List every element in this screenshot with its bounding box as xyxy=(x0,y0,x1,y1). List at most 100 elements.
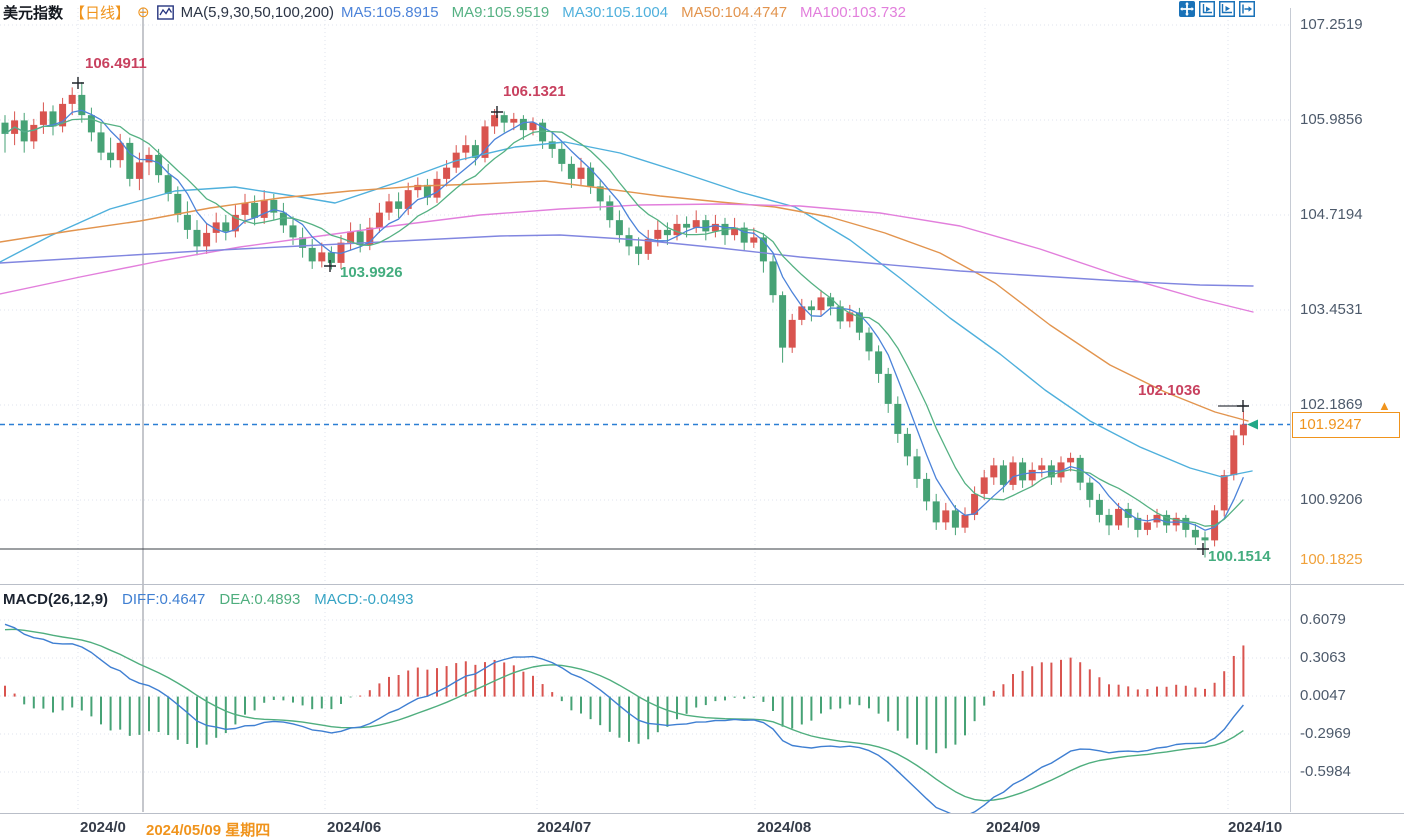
candle-body xyxy=(1009,462,1017,485)
candle-body xyxy=(1095,499,1103,515)
candle-body xyxy=(366,227,374,245)
candle-body xyxy=(663,229,671,236)
period-label[interactable]: 【日线】 xyxy=(70,5,131,22)
candle-body xyxy=(30,124,38,142)
price-axis[interactable]: 107.2519 105.9856 104.7194 103.4531 102.1869… xyxy=(1291,0,1404,812)
candle-body xyxy=(1201,537,1209,541)
candle-body xyxy=(759,237,767,262)
macd-layer xyxy=(4,623,1245,817)
candle-body xyxy=(606,201,614,221)
candle-body xyxy=(942,510,950,523)
candle-body xyxy=(971,493,979,515)
candle-body xyxy=(635,246,643,254)
pan-icon[interactable] xyxy=(1179,1,1195,17)
extreme-cross-marker xyxy=(324,260,336,272)
scale-end-icon[interactable] xyxy=(1219,1,1235,17)
ma30-line xyxy=(0,141,1253,478)
candle-body xyxy=(731,227,739,236)
candle-body xyxy=(126,142,134,179)
price-annotation: 100.1514 xyxy=(1208,548,1271,565)
candle-body xyxy=(1143,522,1151,530)
diff-line xyxy=(4,623,1244,817)
candle-body xyxy=(107,152,115,161)
candle-body xyxy=(462,145,470,153)
candle-body xyxy=(299,237,307,248)
candle-body xyxy=(222,222,230,232)
candle-body xyxy=(510,118,518,123)
macd-params-label: MACD(26,12,9) xyxy=(3,591,109,608)
dea-line xyxy=(4,628,1244,802)
ma-value-label: MA100:103.732 xyxy=(800,4,906,21)
candle-body xyxy=(894,403,902,434)
candle-body xyxy=(135,162,143,179)
candle-body xyxy=(183,214,191,230)
y-axis-label: 0.0047 xyxy=(1300,687,1346,704)
candle-body xyxy=(375,212,383,228)
candle-body xyxy=(193,229,201,247)
candle-body xyxy=(404,190,412,209)
price-annotation: 106.4911 xyxy=(85,55,147,72)
candle-body xyxy=(654,229,662,239)
candle-body xyxy=(875,351,883,374)
ma-values: MA5:105.8915 MA9:105.9519 MA30:105.1004 MA5… xyxy=(341,4,919,21)
y-axis-label: 104.7194 xyxy=(1300,206,1363,223)
y-axis-label: 105.9856 xyxy=(1300,111,1363,128)
axis-border xyxy=(1290,8,1291,812)
ma-value-label: MA50:104.4747 xyxy=(681,4,788,21)
candle-body xyxy=(807,306,815,311)
candle-body xyxy=(846,312,854,322)
candle-body xyxy=(481,126,489,158)
ma-value-label: MA30:105.1004 xyxy=(562,4,669,21)
candle-body xyxy=(980,477,988,494)
go-latest-icon[interactable] xyxy=(1239,1,1255,17)
candle-body xyxy=(596,186,604,202)
instrument-title: 美元指数 xyxy=(3,5,64,22)
y-axis-label: 100.9206 xyxy=(1300,491,1363,508)
x-axis-label: 2024/0 xyxy=(80,819,126,836)
candle-body xyxy=(798,306,806,320)
candle-body xyxy=(20,120,28,142)
candle-body xyxy=(1086,482,1094,500)
macd-header: MACD(26,12,9) DIFF:0.4647 DEA:0.4893 MACD:-… xyxy=(3,591,428,608)
candle-body xyxy=(961,514,969,528)
indicator-chart-icon[interactable] xyxy=(156,5,174,20)
candle-body xyxy=(1191,529,1199,538)
candle-body xyxy=(1220,475,1228,511)
candle-body xyxy=(817,297,825,311)
candle-body xyxy=(356,231,364,245)
current-price-value: 101.9247 xyxy=(1299,416,1362,433)
scale-start-icon[interactable] xyxy=(1199,1,1215,17)
candle-body xyxy=(308,247,316,262)
candle-body xyxy=(414,184,422,191)
candle-body xyxy=(711,223,719,232)
y-axis-label: 103.4531 xyxy=(1300,301,1363,318)
candle-body xyxy=(615,220,623,236)
time-axis[interactable]: 2024/0 2024/05/09 星期四 2024/06 2024/07 2024/0… xyxy=(0,813,1404,838)
candle-body xyxy=(903,433,911,457)
candle-body xyxy=(884,373,892,404)
ma9-line xyxy=(4,118,1244,527)
candle-body xyxy=(423,184,431,198)
y-axis-label: 0.6079 xyxy=(1300,611,1346,628)
candle-body xyxy=(836,306,844,322)
candle-body xyxy=(1028,469,1036,481)
collapse-icon[interactable]: ⊖ xyxy=(137,4,150,21)
macd-axis: 0.6079 0.3063 0.0047 -0.2969 -0.5984 xyxy=(1291,0,1404,812)
y-axis-label: 0.3063 xyxy=(1300,649,1346,666)
candle-body xyxy=(471,145,479,158)
candle-body xyxy=(673,223,681,236)
extreme-cross-marker xyxy=(72,77,84,89)
candle-body xyxy=(865,332,873,352)
y-axis-label: -0.5984 xyxy=(1300,763,1351,780)
candle-body xyxy=(443,167,451,179)
ma5-line xyxy=(4,109,1244,531)
x-axis-label: 2024/07 xyxy=(537,819,592,836)
chart-toolbar xyxy=(1179,1,1255,17)
y-axis-label: 102.1869 xyxy=(1300,396,1363,413)
extreme-cross-marker xyxy=(1237,400,1249,412)
candle-body xyxy=(702,220,710,232)
y-axis-label: -0.2969 xyxy=(1300,725,1351,742)
candle-body xyxy=(279,212,287,226)
macd-value-label: DEA:0.4893 xyxy=(219,591,301,608)
